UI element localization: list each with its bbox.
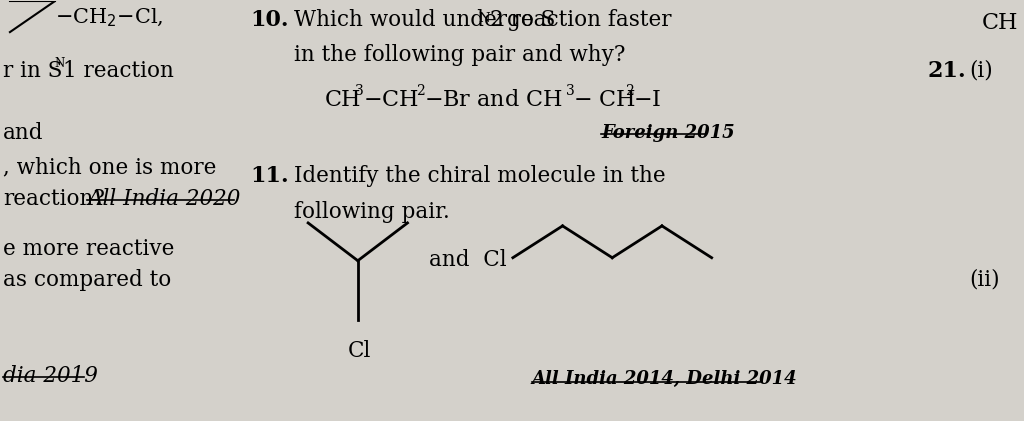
Text: $-$Br and CH: $-$Br and CH [424,89,563,111]
Text: N: N [54,57,65,70]
Text: 2: 2 [626,84,634,98]
Text: (ii): (ii) [969,269,999,290]
Text: $-$ CH: $-$ CH [573,89,637,111]
Text: $-$I: $-$I [633,89,662,111]
Text: , which one is more: , which one is more [3,156,216,179]
Text: following pair.: following pair. [294,201,450,223]
Text: 11.: 11. [251,165,289,187]
Text: Foreign 2015: Foreign 2015 [601,123,735,141]
Text: and: and [3,122,43,144]
Text: CH: CH [325,89,361,111]
Text: 2: 2 [417,84,425,98]
Text: 1 reaction: 1 reaction [62,60,173,82]
Text: 10.: 10. [251,9,289,31]
Text: All India 2014, Delhi 2014: All India 2014, Delhi 2014 [531,370,798,388]
Text: CH: CH [982,12,1019,34]
Text: in the following pair and why?: in the following pair and why? [294,44,626,66]
Text: Which would undergo S: Which would undergo S [294,9,556,31]
Text: $-$CH$_2$$-$Cl,: $-$CH$_2$$-$Cl, [54,7,163,29]
Text: (i): (i) [969,60,993,82]
Text: e more reactive: e more reactive [3,238,174,260]
Text: 21.: 21. [928,60,966,82]
Text: Cl: Cl [348,340,372,362]
Text: 3: 3 [565,84,574,98]
Text: 3: 3 [355,84,364,98]
Text: Identify the chiral molecule in the: Identify the chiral molecule in the [294,165,666,187]
Text: 2 reaction faster: 2 reaction faster [490,9,672,31]
Text: dia 2019: dia 2019 [3,365,98,387]
Text: $-$CH: $-$CH [362,89,419,111]
Text: reaction?: reaction? [3,188,104,210]
Text: and  Cl: and Cl [429,249,507,271]
Text: r in S: r in S [3,60,62,82]
Text: as compared to: as compared to [3,269,171,290]
Text: All India 2020: All India 2020 [87,188,241,210]
Text: N: N [478,12,489,25]
